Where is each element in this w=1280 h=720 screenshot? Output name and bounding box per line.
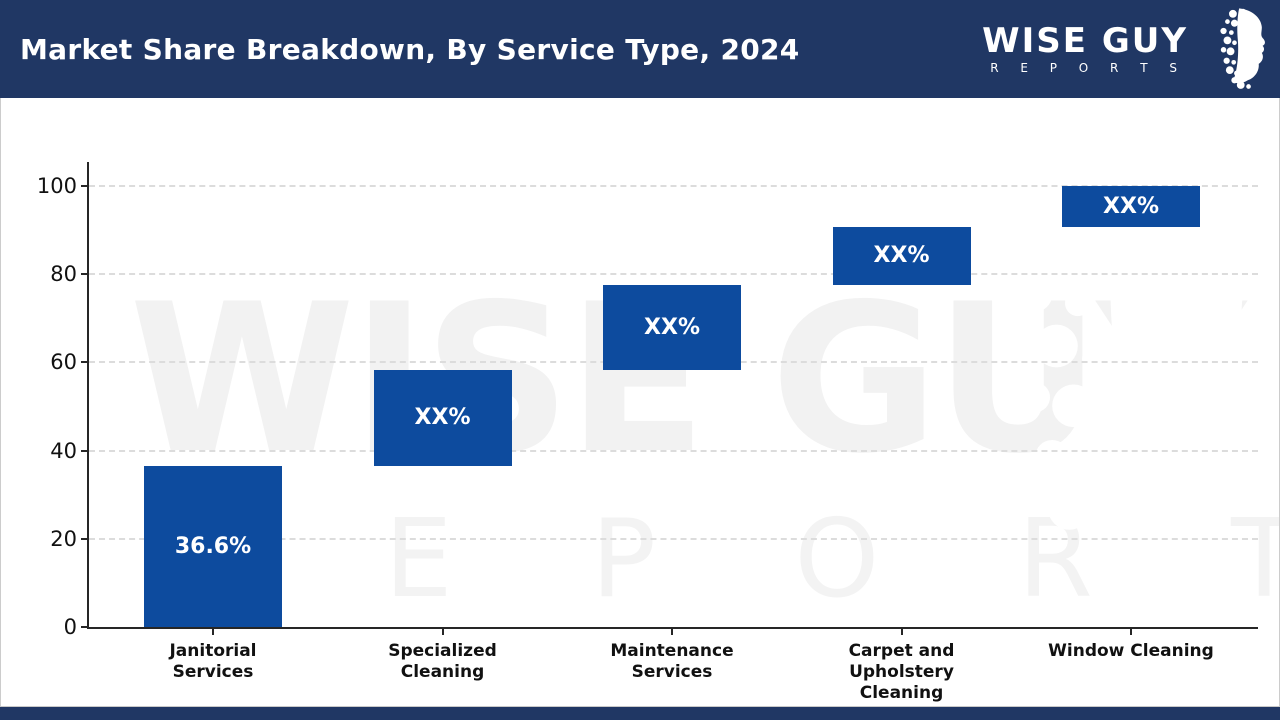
y-tick-label: 20	[50, 526, 77, 551]
x-category-label: Janitorial Services	[98, 641, 328, 683]
y-tick-mark	[81, 626, 88, 628]
x-category-label-line: Specialized	[388, 641, 497, 661]
bar-value-label: XX%	[644, 315, 700, 341]
bar-segment: XX%	[1062, 186, 1200, 227]
x-category-label: Window Cleaning	[1016, 641, 1246, 662]
wise-guy-logo: WISE GUY R E P O R T S	[982, 6, 1266, 92]
y-tick-mark	[81, 273, 88, 276]
x-category-label: Maintenance Services	[557, 641, 787, 683]
logo-wordmark: WISE GUY	[982, 21, 1188, 61]
y-tick-mark	[81, 449, 88, 452]
chart-canvas: WISE GUY R E P O R T S 02040608010036.6%…	[0, 98, 1280, 707]
gridline-80	[89, 273, 1258, 276]
x-category-label-line: Upholstery	[849, 662, 954, 682]
y-axis-line	[87, 162, 89, 629]
gridline-20	[89, 537, 1258, 540]
wise-guy-face-icon	[1220, 8, 1265, 89]
y-tick-label: 40	[50, 438, 77, 463]
bar-value-label: 36.6%	[174, 533, 252, 559]
y-tick-mark	[81, 185, 88, 187]
x-category-label: Carpet and Upholstery Cleaning	[787, 641, 1017, 704]
x-category-label-line: Services	[172, 662, 254, 682]
header-bar: Market Share Breakdown, By Service Type,…	[0, 0, 1280, 98]
x-category-label-line: Cleaning	[859, 683, 944, 703]
x-axis-line	[87, 627, 1258, 629]
gridline-40	[89, 449, 1258, 452]
bar-segment: XX%	[832, 227, 971, 285]
bar-value-label: XX%	[414, 405, 471, 431]
x-tick-mark	[900, 629, 903, 635]
y-tick-label: 0	[63, 615, 77, 639]
x-category-label-line: Cleaning	[400, 662, 485, 682]
bar-value-label: XX%	[873, 243, 930, 269]
plot-area: 0 20 40 60 80 100 36.6% Janitorial Services XX% Sp…	[1, 98, 1279, 706]
x-tick-mark	[441, 629, 444, 635]
x-category-label-line: Maintenance	[610, 641, 734, 661]
y-tick-label: 100	[36, 174, 77, 198]
bar-segment: XX%	[603, 284, 741, 371]
page-title: Market Share Breakdown, By Service Type,…	[20, 32, 800, 66]
x-tick-mark	[212, 629, 214, 635]
y-tick-mark	[81, 361, 88, 364]
logo-text: WISE GUY R E P O R T S	[982, 24, 1188, 74]
bar-value-label: XX%	[1103, 194, 1159, 219]
x-tick-mark	[671, 629, 673, 635]
footer-bar	[0, 707, 1280, 720]
x-tick-mark	[1130, 629, 1132, 635]
y-tick-mark	[81, 537, 88, 540]
x-category-label-line: Services	[631, 662, 713, 682]
x-category-label-line: Window Cleaning	[1048, 641, 1214, 661]
y-tick-label: 60	[50, 350, 77, 375]
y-tick-label: 80	[50, 262, 77, 287]
x-category-label-line: Janitorial	[169, 641, 257, 661]
x-category-label: Specialized Cleaning	[328, 641, 558, 683]
x-category-label-line: Carpet and	[848, 641, 955, 661]
bar-segment: XX%	[373, 370, 512, 466]
gridline-100	[89, 185, 1258, 187]
bar-segment: 36.6%	[144, 465, 282, 627]
logo-subtitle: R E P O R T S	[990, 61, 1186, 75]
